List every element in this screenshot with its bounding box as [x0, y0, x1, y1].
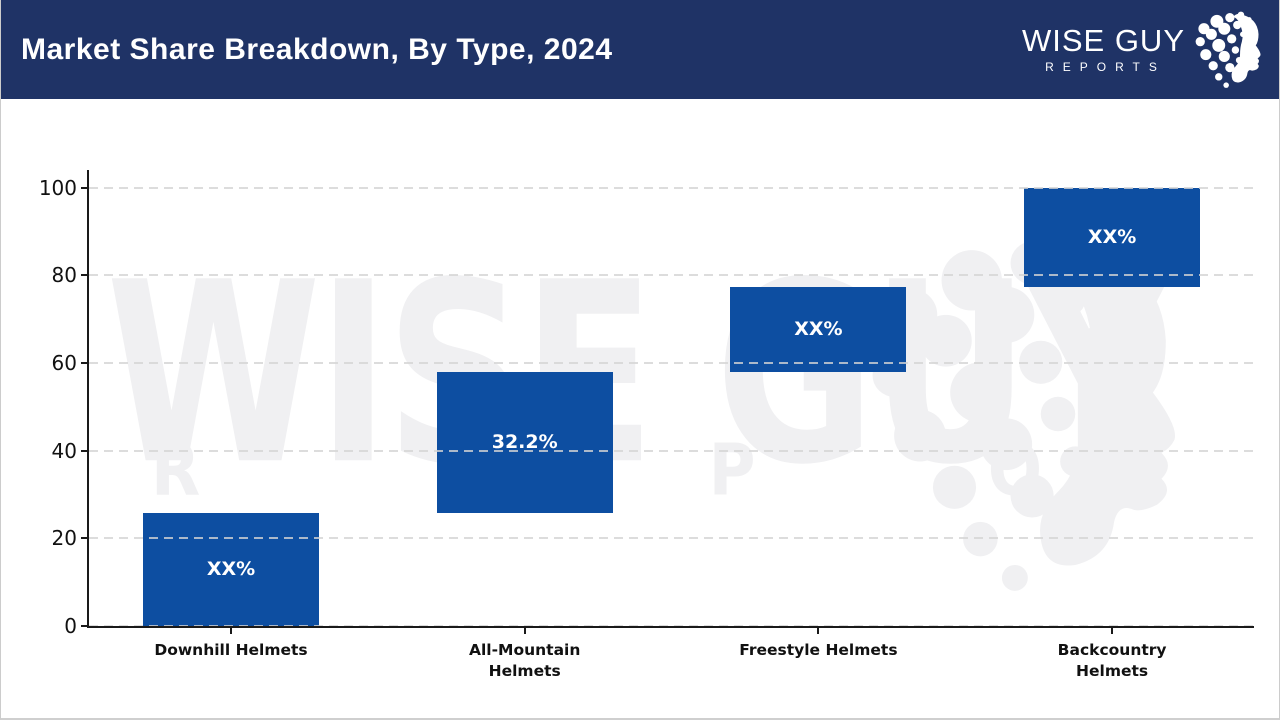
gridline [89, 449, 1254, 452]
x-axis-label: Freestyle Helmets [739, 641, 898, 659]
y-tick-mark [81, 361, 89, 364]
x-tick-mark [523, 626, 526, 634]
bar-value-label: 32.2% [491, 431, 558, 454]
bar [143, 512, 319, 626]
y-axis-tick-label: 60 [51, 350, 77, 375]
y-axis-tick-label: 100 [38, 175, 77, 200]
x-tick-mark [1111, 626, 1114, 634]
y-tick-mark [81, 537, 89, 540]
gridline [89, 274, 1254, 277]
logo-wordmark-line2: REPORTS [1045, 60, 1166, 74]
x-axis-label: All-Mountain Helmets [468, 641, 581, 680]
y-tick-mark [81, 625, 89, 627]
gridline [89, 537, 1254, 540]
chart-area: WISE GUY R E P O R T S 020406080100XX%Do… [1, 99, 1279, 717]
bar-value-label: XX% [1087, 226, 1137, 249]
y-tick-mark [81, 186, 89, 189]
logo-wordmark-line1: WISE GUY [1021, 23, 1185, 58]
y-tick-mark [81, 449, 89, 452]
brand-logo: WISE GUY REPORTS [1022, 8, 1265, 92]
y-axis-tick-label: 80 [51, 263, 77, 288]
bar-value-label: XX% [206, 558, 256, 581]
page-title: Market Share Breakdown, By Type, 2024 [21, 32, 613, 66]
gridline [89, 186, 1254, 189]
y-axis-tick-label: 0 [64, 614, 77, 638]
y-axis-tick-label: 40 [51, 438, 77, 463]
x-tick-mark [817, 626, 820, 634]
gridline [89, 361, 1254, 364]
header: Market Share Breakdown, By Type, 2024 WI… [1, 0, 1279, 99]
x-axis-line [87, 626, 1254, 628]
y-axis-tick-label: 20 [51, 526, 77, 551]
plot-area: 0 20 40 60 80 100 XX% Downhill Helmets 32.2% All-… [39, 170, 1254, 680]
logo-head-icon [1195, 11, 1261, 88]
y-tick-mark [81, 274, 89, 277]
x-axis-label: Downhill Helmets [154, 641, 308, 659]
bar [436, 371, 613, 513]
y-axis-line [87, 170, 89, 628]
logo-wordmark: WISE GUY REPORTS [1022, 25, 1185, 74]
x-tick-mark [230, 626, 232, 634]
x-axis-label: Backcountry Helmets [1057, 641, 1167, 680]
bar-value-label: XX% [794, 318, 843, 341]
